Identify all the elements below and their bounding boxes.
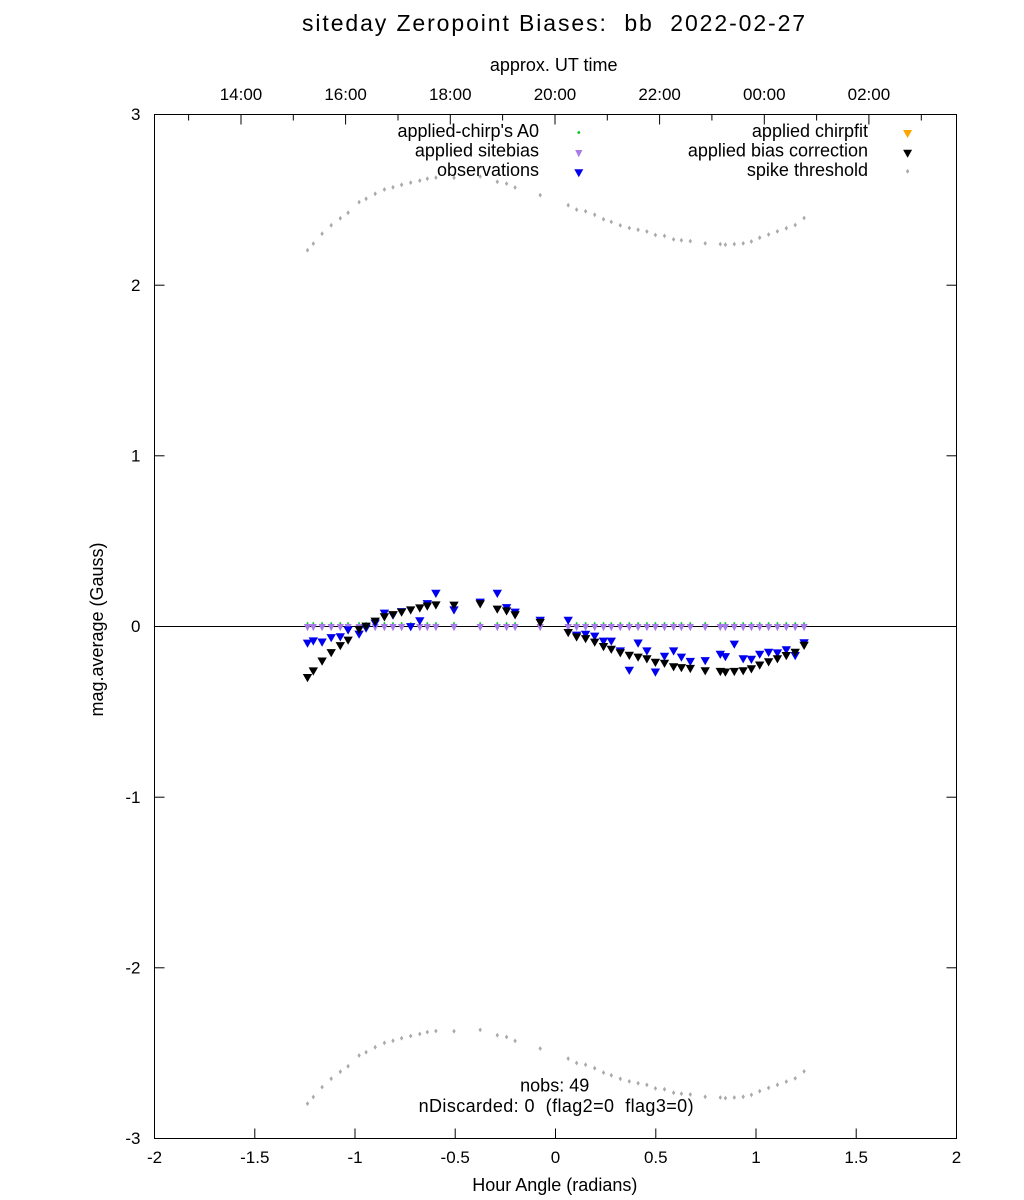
svg-text:2: 2: [131, 276, 140, 295]
svg-text:-2: -2: [147, 1148, 162, 1167]
svg-text:mag.average (Gauss): mag.average (Gauss): [87, 542, 107, 716]
svg-text:-1: -1: [125, 788, 140, 807]
svg-text:nDiscarded: 0 (flag2=0 flag3: nDiscarded: 0 (flag2=0 flag3=0): [419, 1096, 694, 1116]
svg-text:3: 3: [131, 105, 140, 124]
svg-text:1.5: 1.5: [844, 1148, 868, 1167]
svg-text:siteday Zeropoint Biases: bb: siteday Zeropoint Biases: bb 2022-02-27: [302, 10, 807, 36]
svg-text:02:00: 02:00: [848, 85, 891, 104]
svg-text:-2: -2: [125, 959, 140, 978]
svg-text:14:00: 14:00: [220, 85, 263, 104]
svg-text:1: 1: [131, 447, 140, 466]
svg-text:applied sitebias: applied sitebias: [415, 141, 539, 161]
svg-text:Hour Angle (radians): Hour Angle (radians): [472, 1175, 637, 1195]
svg-text:spike threshold: spike threshold: [747, 160, 868, 180]
svg-text:16:00: 16:00: [324, 85, 367, 104]
svg-text:18:00: 18:00: [429, 85, 472, 104]
svg-text:applied bias correction: applied bias correction: [688, 141, 868, 161]
svg-text:20:00: 20:00: [534, 85, 577, 104]
svg-text:nobs: 49: nobs: 49: [520, 1076, 589, 1096]
svg-text:observations: observations: [437, 160, 539, 180]
svg-text:1: 1: [751, 1148, 760, 1167]
svg-text:-0.5: -0.5: [441, 1148, 470, 1167]
svg-text:-1.5: -1.5: [240, 1148, 269, 1167]
svg-text:22:00: 22:00: [638, 85, 681, 104]
svg-text:2: 2: [952, 1148, 961, 1167]
svg-text:-3: -3: [125, 1129, 140, 1148]
svg-text:0: 0: [551, 1148, 560, 1167]
svg-text:applied chirpfit: applied chirpfit: [752, 121, 868, 141]
svg-text:0.5: 0.5: [644, 1148, 668, 1167]
svg-text:-1: -1: [347, 1148, 362, 1167]
svg-text:0: 0: [131, 617, 140, 636]
svg-text:00:00: 00:00: [743, 85, 786, 104]
svg-text:applied-chirp's A0: applied-chirp's A0: [397, 121, 539, 141]
svg-text:approx. UT time: approx. UT time: [490, 55, 618, 75]
